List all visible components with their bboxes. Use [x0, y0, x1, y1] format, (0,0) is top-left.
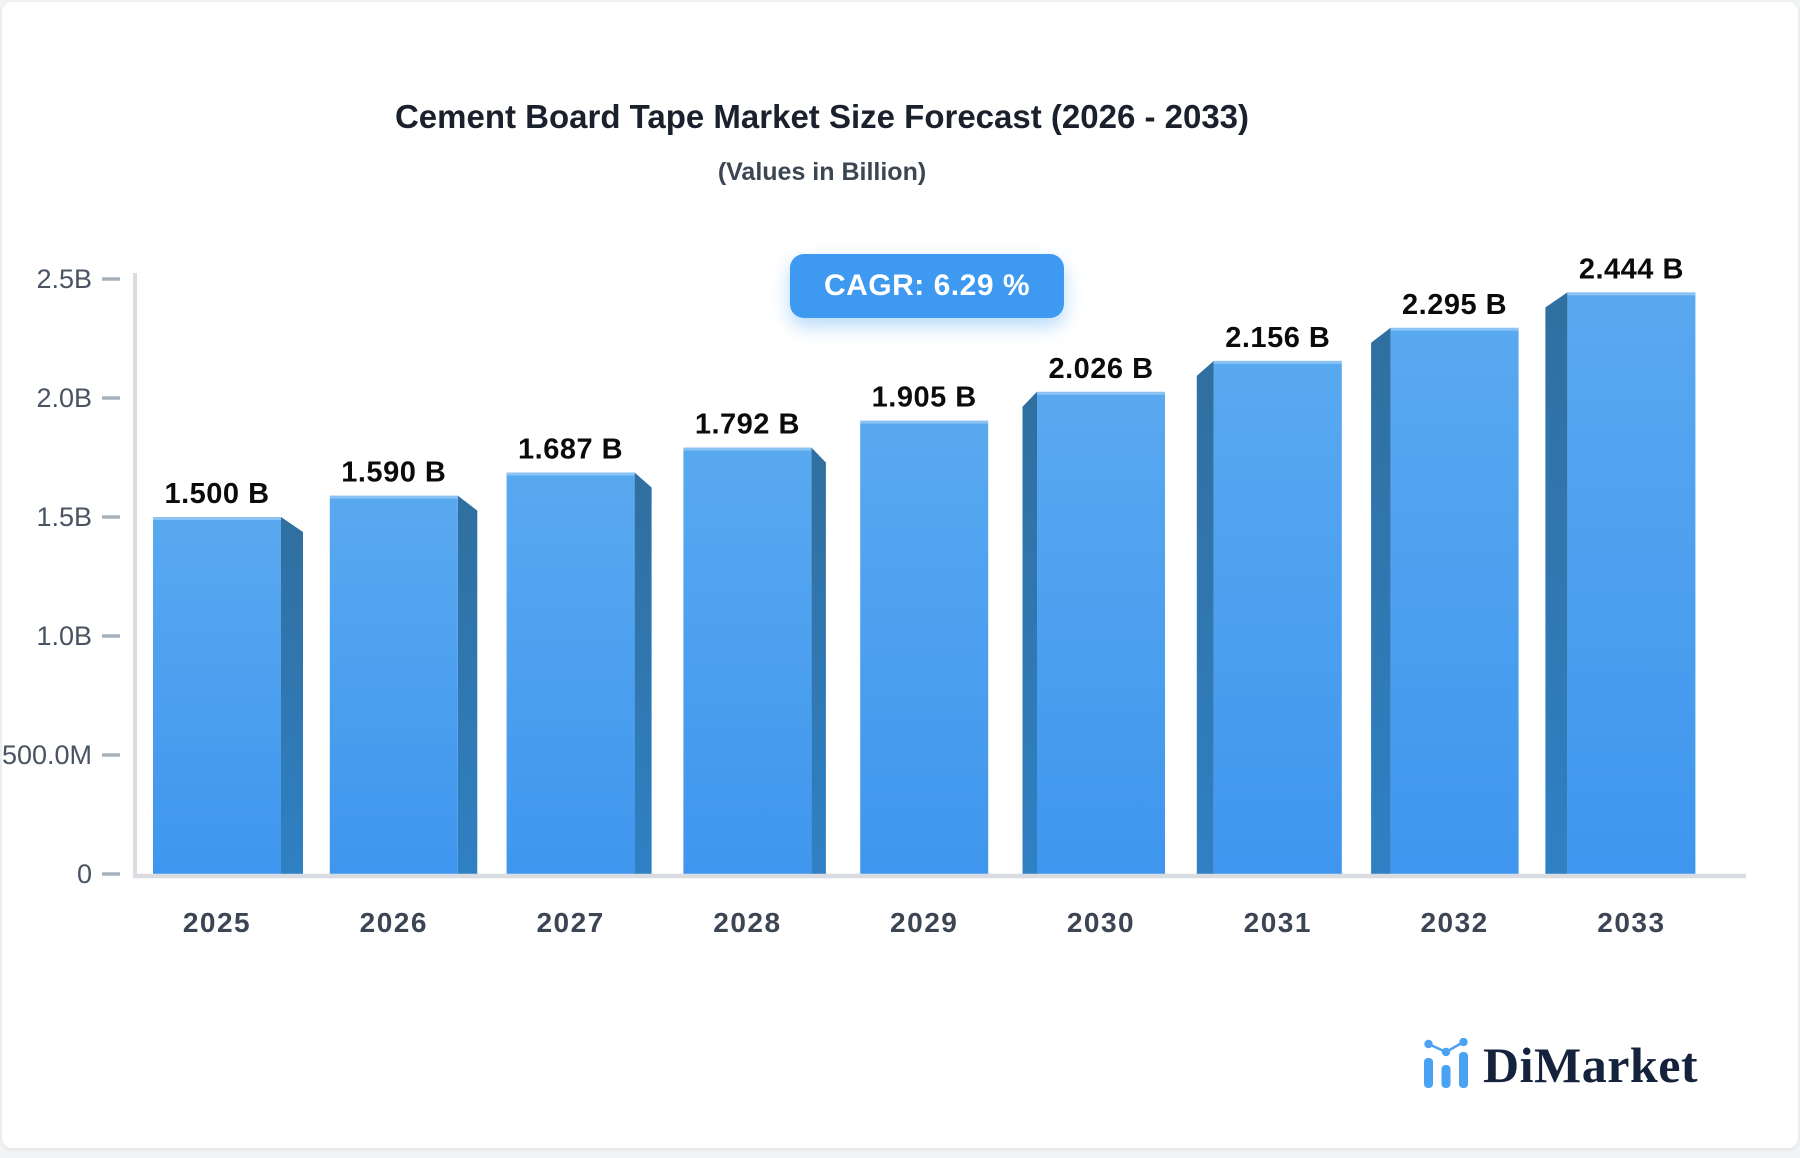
x-axis-label-2029: 2029: [890, 907, 958, 938]
y-tick-label-1.0B: 1.0B: [36, 621, 92, 651]
bar-top-highlight: [683, 448, 811, 451]
bar-side: [1197, 361, 1214, 876]
bar-value-label-2025: 1.500 B: [164, 478, 269, 510]
bar-top-highlight: [1037, 392, 1165, 395]
x-axis-label-2030: 2030: [1067, 907, 1135, 938]
bar-top-highlight: [153, 517, 281, 520]
bar-side: [1023, 392, 1038, 876]
bar-front: [507, 472, 635, 876]
bar-2027: [507, 472, 652, 876]
bar-top-highlight: [507, 472, 635, 475]
bar-2031: [1197, 361, 1342, 876]
y-tick-label-0: 0: [77, 859, 92, 889]
bar-value-label-2027: 1.687 B: [518, 433, 623, 465]
brand-logo: DiMarket: [1422, 1038, 1698, 1088]
bar-value-label-2026: 1.590 B: [341, 457, 446, 489]
logo-dot: [1442, 1048, 1450, 1056]
bar-2032: [1371, 328, 1519, 876]
bar-front: [1567, 292, 1695, 876]
bar-2030: [1023, 392, 1166, 876]
bar-front: [1391, 328, 1519, 876]
brand-logo-icon: [1422, 1038, 1470, 1088]
x-axis-label-2028: 2028: [713, 907, 781, 938]
bar-front: [1214, 361, 1342, 876]
logo-bar: [1424, 1058, 1433, 1088]
bar-front: [330, 496, 458, 876]
bar-2029: [860, 421, 988, 876]
bar-top-highlight: [330, 496, 458, 499]
bar-front: [153, 517, 281, 876]
bar-2028: [683, 448, 826, 876]
bar-value-label-2032: 2.295 B: [1402, 289, 1507, 321]
bar-front: [683, 448, 811, 876]
bar-value-label-2030: 2.026 B: [1048, 353, 1153, 385]
bar-top-highlight: [1391, 328, 1519, 331]
bar-value-label-2031: 2.156 B: [1225, 322, 1330, 354]
bar-front: [860, 421, 988, 876]
bar-side: [458, 496, 478, 876]
x-axis-label-2033: 2033: [1597, 907, 1665, 938]
logo-dot: [1424, 1040, 1432, 1048]
bar-2033: [1545, 292, 1695, 876]
bar-side: [1371, 328, 1391, 876]
cagr-badge: CAGR: 6.29 %: [790, 254, 1064, 318]
bars-group: [153, 292, 1695, 876]
logo-dot: [1459, 1038, 1467, 1046]
y-tick-label-2.5B: 2.5B: [36, 264, 92, 294]
x-axis-label-2026: 2026: [360, 907, 428, 938]
brand-logo-text: DiMarket: [1483, 1042, 1698, 1088]
bar-value-label-2028: 1.792 B: [695, 409, 800, 441]
bar-top-highlight: [1567, 292, 1695, 295]
logo-bar: [1459, 1052, 1468, 1088]
bar-2026: [330, 496, 478, 876]
cagr-badge-label: CAGR: 6.29 %: [824, 269, 1030, 303]
x-axis-label-2027: 2027: [536, 907, 604, 938]
x-axis-label-2032: 2032: [1420, 907, 1488, 938]
bar-side: [635, 472, 652, 876]
y-tick-label-2.0B: 2.0B: [36, 383, 92, 413]
bar-side: [1545, 292, 1567, 876]
bar-side: [811, 448, 826, 876]
y-tick-label-500.0M: 500.0M: [2, 740, 92, 770]
bar-front: [1037, 392, 1165, 876]
x-axis-label-2031: 2031: [1244, 907, 1312, 938]
x-axis-label-2025: 2025: [183, 907, 251, 938]
y-tick-label-1.5B: 1.5B: [36, 502, 92, 532]
bar-value-label-2033: 2.444 B: [1579, 253, 1684, 285]
bar-top-highlight: [860, 421, 988, 424]
bar-top-highlight: [1214, 361, 1342, 364]
logo-bar: [1442, 1065, 1451, 1088]
bar-value-label-2029: 1.905 B: [872, 382, 977, 414]
bar-2025: [153, 517, 303, 876]
bar-side: [281, 517, 303, 876]
